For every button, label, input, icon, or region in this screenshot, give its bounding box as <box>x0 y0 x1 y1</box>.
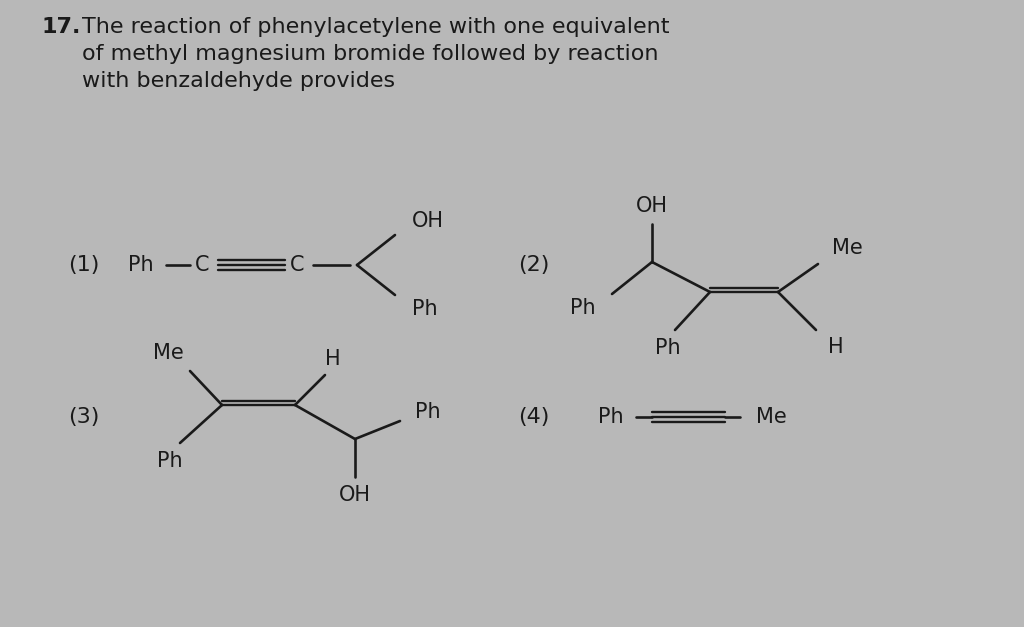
Text: OH: OH <box>412 211 444 231</box>
Text: OH: OH <box>339 485 371 505</box>
Text: Ph: Ph <box>158 451 183 471</box>
Text: Ph: Ph <box>128 255 154 275</box>
Text: Me: Me <box>756 407 786 427</box>
Text: C: C <box>290 255 304 275</box>
Text: (4): (4) <box>518 407 549 427</box>
Text: Ph: Ph <box>412 299 437 319</box>
Text: Me: Me <box>831 238 863 258</box>
Text: (2): (2) <box>518 255 549 275</box>
Text: Ph: Ph <box>655 338 681 358</box>
Text: Me: Me <box>154 343 184 363</box>
Text: C: C <box>195 255 209 275</box>
Text: (1): (1) <box>68 255 99 275</box>
Text: H: H <box>326 349 341 369</box>
Text: H: H <box>828 337 844 357</box>
Text: 17.: 17. <box>42 17 81 37</box>
Text: Ph: Ph <box>570 298 596 318</box>
Text: Ph: Ph <box>415 402 440 422</box>
Text: OH: OH <box>636 196 668 216</box>
Text: Ph: Ph <box>598 407 624 427</box>
Text: The reaction of phenylacetylene with one equivalent
of methyl magnesium bromide : The reaction of phenylacetylene with one… <box>82 17 670 92</box>
Text: (3): (3) <box>68 407 99 427</box>
